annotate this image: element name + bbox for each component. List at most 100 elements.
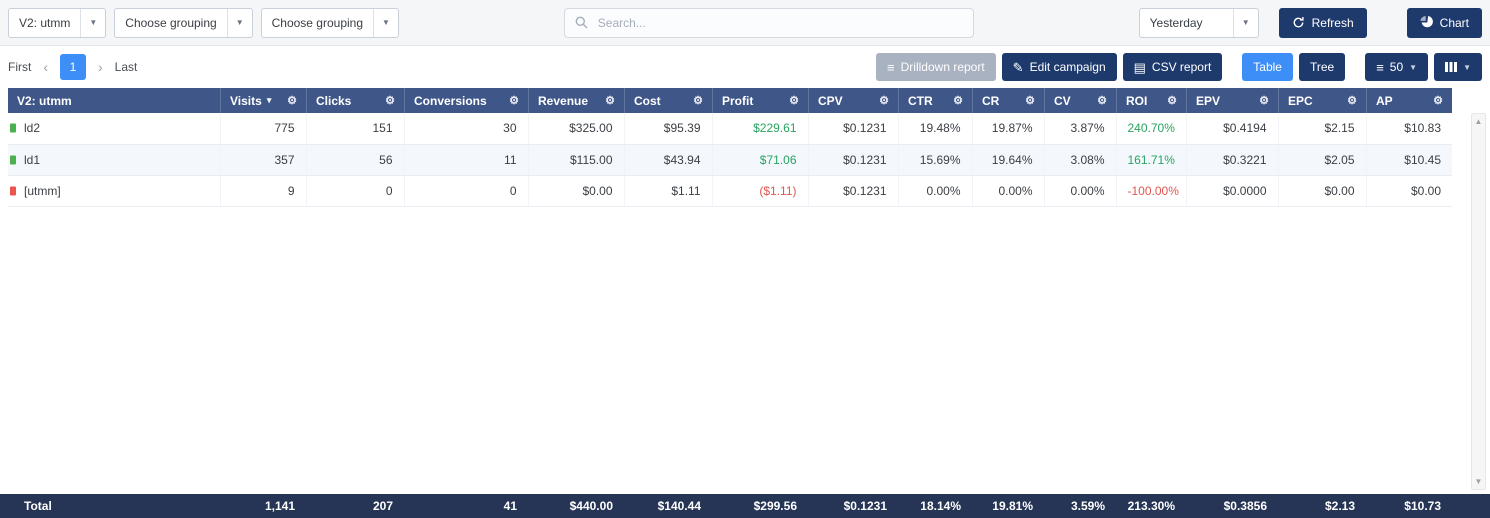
row-name: [utmm] <box>24 183 61 198</box>
total-metric-cell: 18.14% <box>920 499 961 513</box>
column-label: CPV <box>818 93 843 108</box>
column-label: CR <box>982 93 1000 108</box>
chevron-right-icon[interactable]: › <box>98 59 103 75</box>
date-range-select[interactable]: Yesterday ▼ <box>1138 7 1259 38</box>
grouping-select-2[interactable]: Choose grouping ▼ <box>260 7 399 38</box>
column-header-revenue[interactable]: Revenue ⚙ <box>528 88 624 113</box>
metric-cell: 3.08% <box>1043 144 1116 176</box>
scroll-down-icon[interactable]: ▼ <box>1474 477 1483 486</box>
metric-cell: 0.00% <box>897 175 972 207</box>
rows-icon: ≡ <box>1376 59 1384 75</box>
column-settings-gear-icon[interactable]: ⚙ <box>605 95 615 107</box>
search-input[interactable] <box>595 14 963 31</box>
edit-campaign-label: Edit campaign <box>1029 60 1106 74</box>
column-label: CTR <box>908 93 933 108</box>
table-row[interactable]: ld1 357 56 11 $115.00 $43.94 $71.06 $0.1231 15.6… <box>8 144 1452 176</box>
csv-report-button[interactable]: ▤ CSV report <box>1122 53 1223 81</box>
metric-cell: $0.1231 <box>807 175 898 207</box>
total-metric-cell: 19.81% <box>992 499 1033 513</box>
pagination-last[interactable]: Last <box>114 60 138 74</box>
metric-cell: $0.1231 <box>807 113 898 145</box>
csv-table-icon: ▤ <box>1133 59 1146 75</box>
column-header-ap[interactable]: AP ⚙ <box>1366 88 1452 113</box>
table-view-label: Table <box>1253 60 1282 74</box>
row-name-cell: ld1 <box>8 144 220 176</box>
column-settings-gear-icon[interactable]: ⚙ <box>509 95 519 107</box>
metric-cell: $115.00 <box>527 144 624 176</box>
column-header-profit[interactable]: Profit ⚙ <box>712 88 808 113</box>
metric-cell: 19.48% <box>897 113 972 145</box>
chevron-left-icon[interactable]: ‹ <box>43 59 48 75</box>
metric-cell: $10.83 <box>1365 113 1452 145</box>
vertical-scrollbar[interactable]: ▲ ▼ <box>1471 113 1486 490</box>
column-header-ctr[interactable]: CTR ⚙ <box>898 88 972 113</box>
metric-cell: $2.05 <box>1277 144 1366 176</box>
report-table-area: V2: utmm Visits ▾ ⚙ Clicks ⚙ Conversions ⚙ Reven… <box>8 88 1486 494</box>
search-box[interactable] <box>563 7 974 38</box>
pagination-first[interactable]: First <box>8 60 32 74</box>
table-row[interactable]: [utmm] 9 0 0 $0.00 $1.11 ($1.11) $0.1231 0.00% 0.… <box>8 175 1452 207</box>
column-settings-gear-icon[interactable]: ⚙ <box>879 95 889 107</box>
column-label: Cost <box>634 93 661 108</box>
total-metric-cell: $0.1231 <box>843 499 887 513</box>
column-settings-gear-icon[interactable]: ⚙ <box>1167 95 1177 107</box>
campaign-select[interactable]: V2: utmm ▼ <box>8 7 107 38</box>
column-header-cost[interactable]: Cost ⚙ <box>624 88 712 113</box>
metric-cell: $71.06 <box>711 144 808 176</box>
column-header-epv[interactable]: EPV ⚙ <box>1186 88 1278 113</box>
total-metric-cell: 213.30% <box>1127 499 1175 513</box>
column-settings-gear-icon[interactable]: ⚙ <box>1347 95 1357 107</box>
column-header-v2-utmm[interactable]: V2: utmm <box>8 88 220 113</box>
column-settings-gear-icon[interactable]: ⚙ <box>1097 95 1107 107</box>
total-metric-cell: $140.44 <box>657 499 701 513</box>
grouping-select-1-value: Choose grouping <box>125 15 217 30</box>
metric-cell: 19.64% <box>971 144 1044 176</box>
columns-settings-button[interactable]: ▼ <box>1434 53 1482 81</box>
metric-cell: $0.1231 <box>807 144 898 176</box>
metric-cell: 11 <box>403 144 528 176</box>
scroll-up-icon[interactable]: ▲ <box>1474 117 1483 126</box>
table-view-button[interactable]: Table <box>1242 53 1293 81</box>
drilldown-report-button[interactable]: ≡ Drilldown report <box>876 53 996 81</box>
metric-cell: $1.11 <box>623 175 712 207</box>
column-header-conversions[interactable]: Conversions ⚙ <box>404 88 528 113</box>
drilldown-report-label: Drilldown report <box>900 60 985 74</box>
column-settings-gear-icon[interactable]: ⚙ <box>1025 95 1035 107</box>
chart-button[interactable]: Chart <box>1406 7 1482 38</box>
column-label: AP <box>1376 93 1393 108</box>
column-settings-gear-icon[interactable]: ⚙ <box>693 95 703 107</box>
table-row[interactable]: ld2 775 151 30 $325.00 $95.39 $229.61 $0.1231 19… <box>8 113 1452 145</box>
grouping-select-1[interactable]: Choose grouping ▼ <box>114 7 253 38</box>
column-settings-gear-icon[interactable]: ⚙ <box>1259 95 1269 107</box>
column-header-roi[interactable]: ROI ⚙ <box>1116 88 1186 113</box>
column-header-visits[interactable]: Visits ▾ ⚙ <box>220 88 306 113</box>
column-label: Visits <box>230 93 262 108</box>
column-label: Conversions <box>414 93 487 108</box>
column-settings-gear-icon[interactable]: ⚙ <box>789 95 799 107</box>
date-range-value: Yesterday <box>1149 15 1203 30</box>
column-header-cr[interactable]: CR ⚙ <box>972 88 1044 113</box>
column-settings-gear-icon[interactable]: ⚙ <box>953 95 963 107</box>
total-bar: Total 1,141 207 41 $440.00 $140.44 $299.56 $0.1… <box>0 494 1490 518</box>
metric-cell: $10.45 <box>1365 144 1452 176</box>
refresh-button[interactable]: Refresh <box>1278 7 1367 38</box>
column-header-cv[interactable]: CV ⚙ <box>1044 88 1116 113</box>
column-settings-gear-icon[interactable]: ⚙ <box>385 95 395 107</box>
total-table: Total 1,141 207 41 $440.00 $140.44 $299.56 $0.1… <box>8 494 1452 518</box>
metric-cell: -100.00% <box>1115 175 1186 207</box>
pagination-page-1[interactable]: 1 <box>60 54 86 80</box>
column-header-clicks[interactable]: Clicks ⚙ <box>306 88 404 113</box>
chevron-down-icon: ▼ <box>1463 62 1471 72</box>
metric-cell: $0.3221 <box>1185 144 1278 176</box>
tree-view-label: Tree <box>1309 60 1335 74</box>
column-settings-gear-icon[interactable]: ⚙ <box>1433 95 1443 107</box>
column-label: Revenue <box>538 93 589 108</box>
column-header-epc[interactable]: EPC ⚙ <box>1278 88 1366 113</box>
edit-campaign-button[interactable]: ✎ Edit campaign <box>1001 53 1117 81</box>
rows-per-page-button[interactable]: ≡ 50 ▼ <box>1365 53 1429 81</box>
column-header-cpv[interactable]: CPV ⚙ <box>808 88 898 113</box>
metric-cell: 0.00% <box>1043 175 1116 207</box>
total-metric-cell: $2.13 <box>1324 499 1355 513</box>
tree-view-button[interactable]: Tree <box>1298 53 1346 81</box>
column-settings-gear-icon[interactable]: ⚙ <box>287 95 297 107</box>
